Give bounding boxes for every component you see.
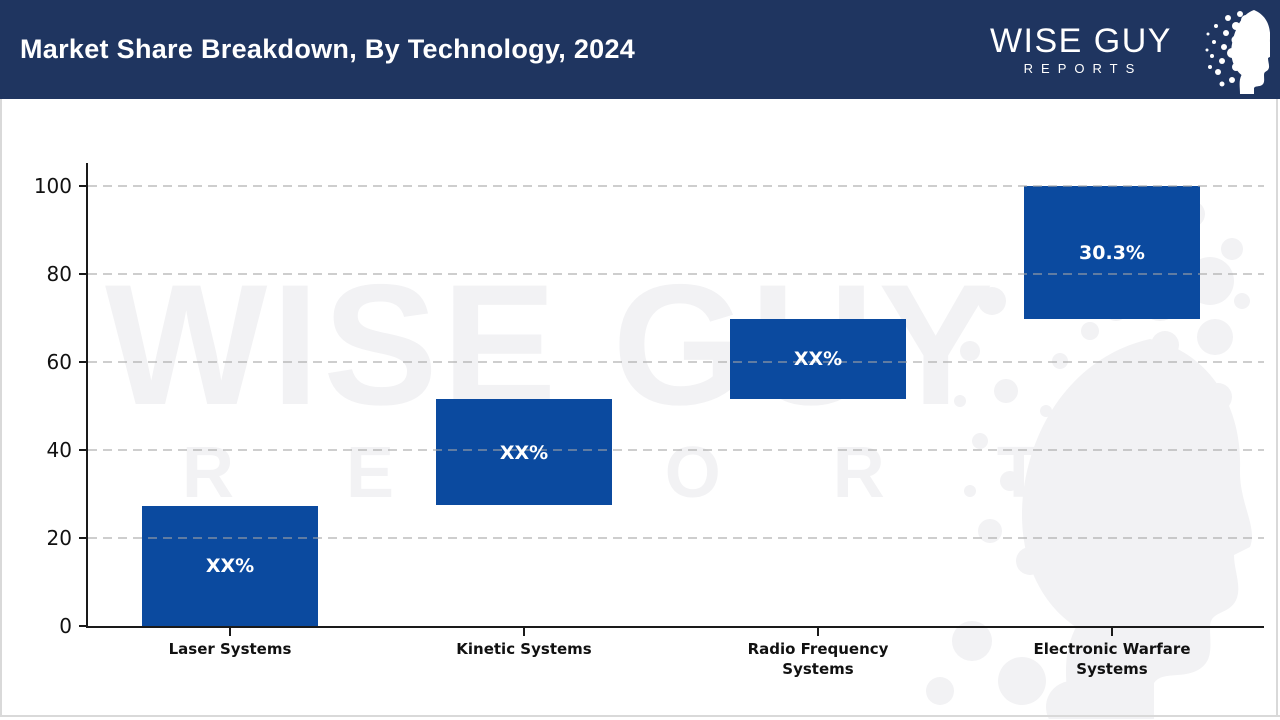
bar-value-label: XX% (499, 442, 549, 464)
app-header: Market Share Breakdown, By Technology, 2… (0, 0, 1280, 99)
x-category-label: Radio Frequency Systems (747, 640, 889, 678)
x-axis (86, 626, 1264, 628)
gridline-60 (88, 361, 1264, 363)
x-tick (523, 628, 525, 636)
brand-name: WISE GUY (989, 22, 1172, 60)
brand-face-icon (1205, 10, 1270, 94)
bar-segment (1024, 186, 1200, 319)
bar-segment (730, 319, 906, 399)
gridline-40 (88, 449, 1264, 451)
x-tick (229, 628, 231, 636)
x-tick (817, 628, 819, 636)
y-tick-label: 60 (46, 350, 72, 374)
bar-value-label: XX% (793, 348, 843, 370)
brand-wordmark: WISE GUY REPORTS (990, 23, 1172, 77)
y-tick-20 (79, 537, 86, 539)
x-category-label: Laser Systems (168, 640, 292, 658)
bar-value-label: XX% (205, 555, 255, 577)
y-tick-100 (79, 185, 86, 187)
bar-segment (142, 506, 318, 626)
y-tick-label: 80 (46, 262, 72, 286)
chart-area: WISE GUY R E P O R T S 0 20 40 60 80 100 XX% L… (0, 99, 1280, 720)
x-category-label: Electronic Warfare Systems (1033, 640, 1191, 678)
y-tick-label: 0 (59, 614, 72, 638)
bar-value-label: 30.3% (1079, 242, 1145, 264)
brand-subtitle: REPORTS (1023, 61, 1143, 76)
gridline-80 (88, 273, 1264, 275)
y-tick-0 (79, 625, 86, 627)
y-tick-label: 100 (33, 174, 72, 198)
brand-logo: WISE GUY REPORTS (990, 6, 1270, 94)
page-title: Market Share Breakdown, By Technology, 2… (20, 34, 636, 64)
y-tick-80 (79, 273, 86, 275)
bottom-divider (0, 715, 1280, 717)
y-tick-40 (79, 449, 86, 451)
x-category-label: Kinetic Systems (456, 640, 592, 658)
y-tick-label: 20 (46, 526, 72, 550)
left-border (0, 99, 2, 717)
bar-segment (436, 399, 612, 505)
right-border (1276, 99, 1278, 717)
y-axis (86, 163, 88, 628)
y-tick-label: 40 (46, 438, 72, 462)
x-tick (1111, 628, 1113, 636)
gridline-20 (88, 537, 1264, 539)
y-tick-60 (79, 361, 86, 363)
gridline-100 (88, 185, 1264, 187)
